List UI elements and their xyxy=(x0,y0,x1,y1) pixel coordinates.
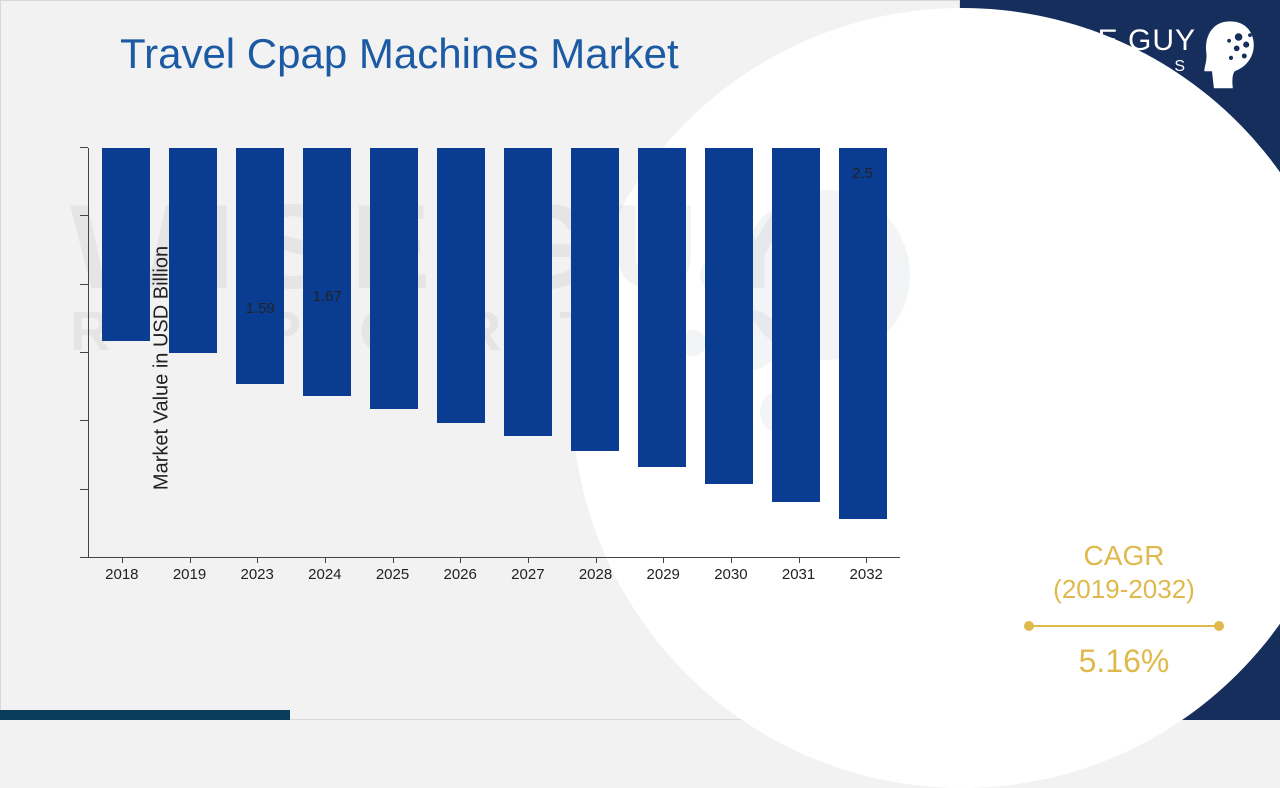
bar xyxy=(638,148,686,467)
bar-slot: 1.59 xyxy=(227,148,294,557)
x-tick-label: 2018 xyxy=(88,560,156,583)
bar-slot: 2.5 xyxy=(829,148,896,557)
x-tick-label: 2031 xyxy=(765,560,833,583)
head-icon xyxy=(1202,18,1260,94)
brand-logo: WISE GUY R E P O R T S xyxy=(950,24,1256,76)
bars-container: 1.59 1.67 2.5 xyxy=(89,148,900,557)
cagr-block: CAGR (2019-2032) 5.16% xyxy=(1004,540,1244,680)
bar-slot xyxy=(428,148,495,557)
bar xyxy=(370,148,418,409)
bar-slot xyxy=(361,148,428,557)
y-tick xyxy=(80,557,88,558)
cagr-value: 5.16% xyxy=(1004,643,1244,680)
y-tick xyxy=(80,352,88,353)
bar-slot xyxy=(762,148,829,557)
y-tick xyxy=(80,284,88,285)
y-tick xyxy=(80,489,88,490)
chart-title: Travel Cpap Machines Market xyxy=(120,30,679,78)
bottom-accent-bar xyxy=(0,710,290,720)
bar-slot xyxy=(495,148,562,557)
bar-slot xyxy=(695,148,762,557)
chart: Market Value in USD Billion 1.591.672.5 … xyxy=(70,148,900,588)
bar-value-label: 1.67 xyxy=(313,288,342,305)
bar xyxy=(839,148,887,519)
x-tick-label: 2030 xyxy=(697,560,765,583)
cagr-divider xyxy=(1029,625,1219,627)
logo-main-text: WISE GUY xyxy=(950,24,1196,58)
y-tick xyxy=(80,215,88,216)
bar-slot xyxy=(93,148,160,557)
x-tick-label: 2027 xyxy=(494,560,562,583)
bar xyxy=(437,148,485,423)
bar xyxy=(102,148,150,341)
bar xyxy=(772,148,820,502)
bar-value-label: 1.59 xyxy=(246,300,275,317)
x-tick-label: 2029 xyxy=(629,560,697,583)
x-tick-label: 2028 xyxy=(562,560,630,583)
x-tick-label: 2019 xyxy=(156,560,224,583)
bar xyxy=(705,148,753,484)
bar xyxy=(303,148,351,396)
y-ticks xyxy=(80,148,88,558)
y-tick xyxy=(80,147,88,148)
x-tick-label: 2032 xyxy=(832,560,900,583)
y-tick xyxy=(80,420,88,421)
cagr-years: (2019-2032) xyxy=(1004,574,1244,605)
x-tick-label: 2024 xyxy=(291,560,359,583)
bar xyxy=(169,148,217,353)
bar-slot xyxy=(561,148,628,557)
x-ticks: 2018201920232024202520262027202820292030… xyxy=(88,560,900,583)
x-tick-label: 2025 xyxy=(359,560,427,583)
logo-sub-text: R E P O R T S xyxy=(950,58,1196,76)
plot-area: 1.59 1.67 2.5 xyxy=(88,148,900,558)
bar xyxy=(236,148,284,384)
bar-value-label: 2.5 xyxy=(852,165,873,182)
bar xyxy=(571,148,619,451)
bar-slot: 1.67 xyxy=(294,148,361,557)
x-tick-label: 2023 xyxy=(223,560,291,583)
x-tick-label: 2026 xyxy=(426,560,494,583)
bar-slot xyxy=(628,148,695,557)
cagr-label: CAGR xyxy=(1004,540,1244,572)
bar-slot xyxy=(160,148,227,557)
bar xyxy=(504,148,552,436)
